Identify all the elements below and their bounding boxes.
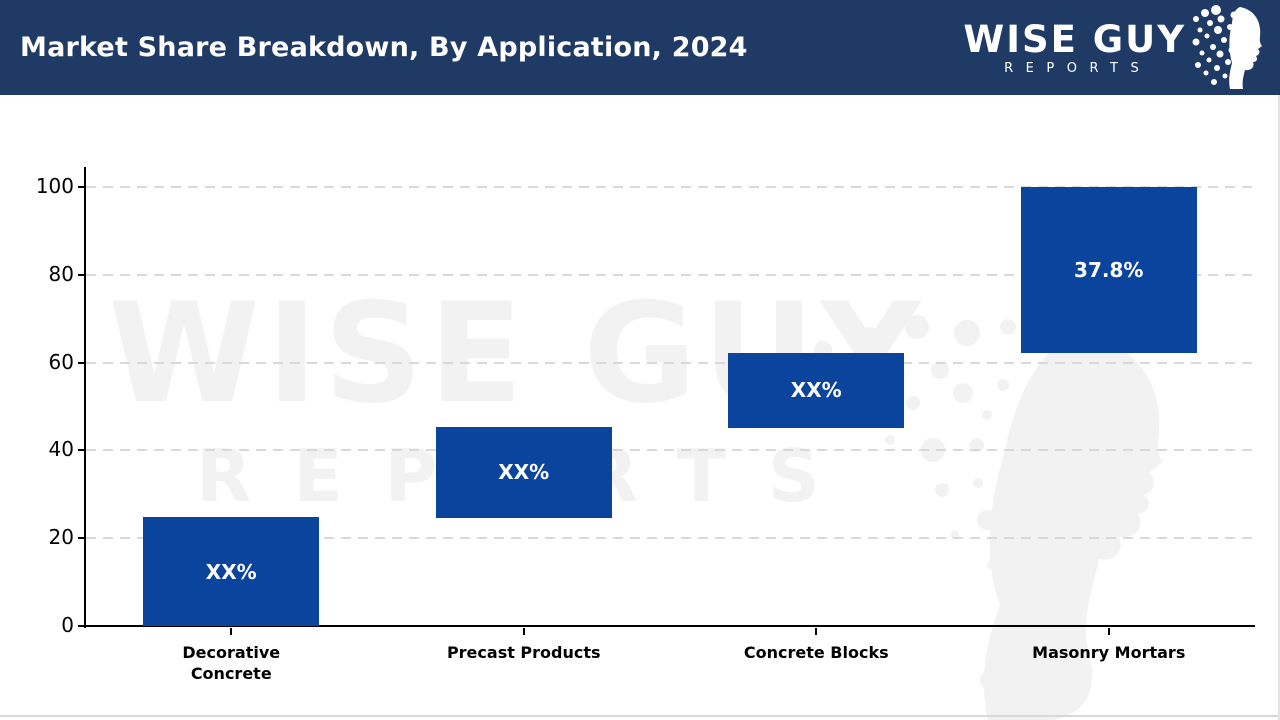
x-tick-mark — [230, 628, 233, 635]
bar-decorative-concrete: XX% — [143, 517, 320, 626]
right-border — [1278, 95, 1280, 720]
logo-subtext: REPORTS — [1004, 60, 1152, 76]
gridline-40 — [86, 449, 1255, 452]
x-tick-mark — [522, 628, 525, 635]
x-tick-mark — [815, 628, 818, 635]
chart-area: WISE GUY REPORTS 020406080100XX%Decorati… — [0, 95, 1280, 720]
page-title: Market Share Breakdown, By Application, … — [20, 32, 748, 63]
x-axis-label: Decorative Concrete — [182, 643, 281, 683]
y-tick-mark — [78, 625, 85, 627]
y-tick-mark — [78, 273, 85, 276]
y-tick-label: 100 — [35, 174, 74, 198]
bottom-border — [0, 715, 1280, 717]
gridline-60 — [86, 361, 1255, 364]
bar-value-label: XX% — [205, 559, 257, 584]
gridline-80 — [86, 273, 1255, 276]
y-tick-label: 60 — [48, 349, 74, 374]
y-tick-mark — [78, 186, 85, 188]
bar-value-label: XX% — [790, 378, 842, 403]
y-tick-label: 80 — [48, 261, 74, 286]
x-axis-label: Precast Products — [446, 643, 601, 662]
wise-guy-logo: WISE GUY REPORTS — [963, 4, 1266, 91]
logo-text: WISE GUY REPORTS — [963, 21, 1186, 75]
y-tick-mark — [78, 537, 85, 540]
y-tick-mark — [78, 361, 85, 364]
bar-concrete-blocks: XX% — [728, 352, 905, 428]
x-tick-mark — [1107, 628, 1110, 635]
x-axis-label: Concrete Blocks — [743, 643, 889, 662]
logo-wordmark: WISE GUY — [963, 17, 1186, 61]
gridline-100 — [86, 186, 1255, 188]
y-tick-mark — [78, 449, 85, 452]
y-tick-label: 0 — [61, 613, 74, 637]
bar-precast-products: XX% — [435, 427, 612, 518]
header: Market Share Breakdown, By Application, … — [0, 0, 1280, 95]
bar-masonry-mortars: 37.8% — [1020, 187, 1197, 353]
bar-value-label: 37.8% — [1074, 257, 1144, 282]
gridline-20 — [86, 537, 1255, 540]
y-axis-line — [84, 167, 86, 628]
y-tick-label: 40 — [48, 437, 74, 462]
face-dots-icon — [1192, 4, 1262, 89]
bar-value-label: XX% — [498, 460, 550, 485]
x-axis-label: Masonry Mortars — [1032, 643, 1186, 662]
y-tick-label: 20 — [48, 525, 74, 550]
x-axis-line — [84, 625, 1255, 627]
